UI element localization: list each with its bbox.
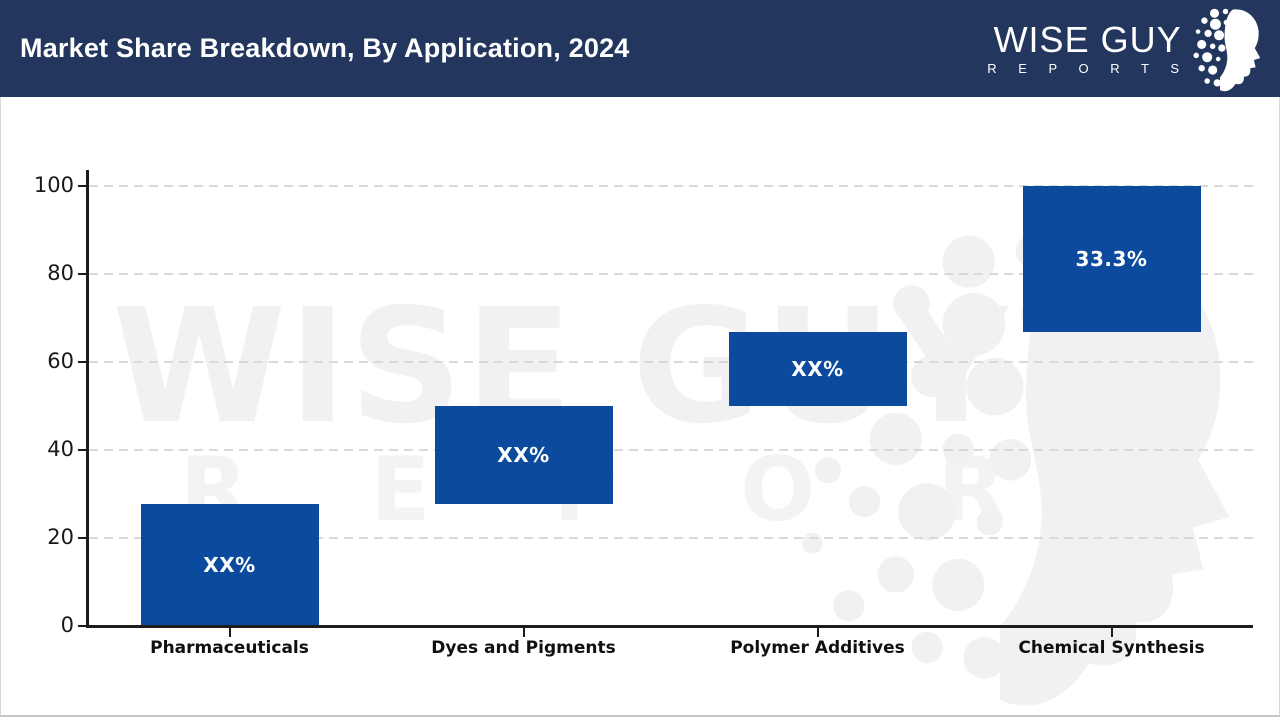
x-category-label: Dyes and Pigments xyxy=(431,638,616,658)
y-tick-label: 0 xyxy=(60,613,74,637)
x-category-label: Pharmaceuticals xyxy=(150,638,309,658)
chart-title: Market Share Breakdown, By Application, … xyxy=(20,33,630,63)
bar-value-label: XX% xyxy=(791,356,844,381)
x-tick-mark xyxy=(1110,628,1113,637)
y-tick-label: 20 xyxy=(47,524,74,549)
y-tick-mark xyxy=(78,625,86,627)
brand-wordmark: WISE GUY R E P O R T S xyxy=(987,19,1188,76)
y-tick-mark xyxy=(78,448,86,451)
y-tick-label: 40 xyxy=(47,436,74,461)
y-tick-label: 60 xyxy=(47,348,74,373)
y-tick-label: 80 xyxy=(47,260,74,285)
y-tick-mark xyxy=(78,360,86,363)
x-category-label: Chemical Synthesis xyxy=(1018,638,1205,658)
gridline xyxy=(89,360,1253,363)
brand-wordmark-line1: WISE GUY xyxy=(993,19,1182,60)
x-tick-mark xyxy=(522,628,525,637)
gridline xyxy=(89,184,1253,187)
x-axis xyxy=(86,625,1253,628)
bar-value-label: XX% xyxy=(203,552,256,577)
bar-chemical-synthesis: 33.3% xyxy=(1022,185,1201,333)
bar-polymer-additives: XX% xyxy=(728,332,907,406)
x-tick-mark xyxy=(228,628,231,637)
gridline xyxy=(89,272,1253,275)
y-axis xyxy=(86,170,89,628)
brand-face-icon xyxy=(1193,8,1261,91)
y-tick-mark xyxy=(78,272,86,275)
bar-dyes-and-pigments: XX% xyxy=(434,405,613,504)
bar-value-label: 33.3% xyxy=(1075,246,1148,271)
y-tick-label: 100 xyxy=(33,172,74,197)
y-tick-mark xyxy=(78,536,86,539)
header-band: Market Share Breakdown, By Application, … xyxy=(0,0,1280,97)
gridline xyxy=(89,536,1253,539)
y-tick-mark xyxy=(78,184,86,187)
brand-wordmark-line2: R E P O R T S xyxy=(987,61,1188,76)
bar-value-label: XX% xyxy=(497,442,550,467)
gridline xyxy=(89,448,1253,451)
brand-logo: WISE GUY R E P O R T S xyxy=(987,6,1266,92)
bar-pharmaceuticals: XX% xyxy=(140,503,319,626)
x-category-label: Polymer Additives xyxy=(730,638,905,658)
x-tick-mark xyxy=(816,628,819,637)
